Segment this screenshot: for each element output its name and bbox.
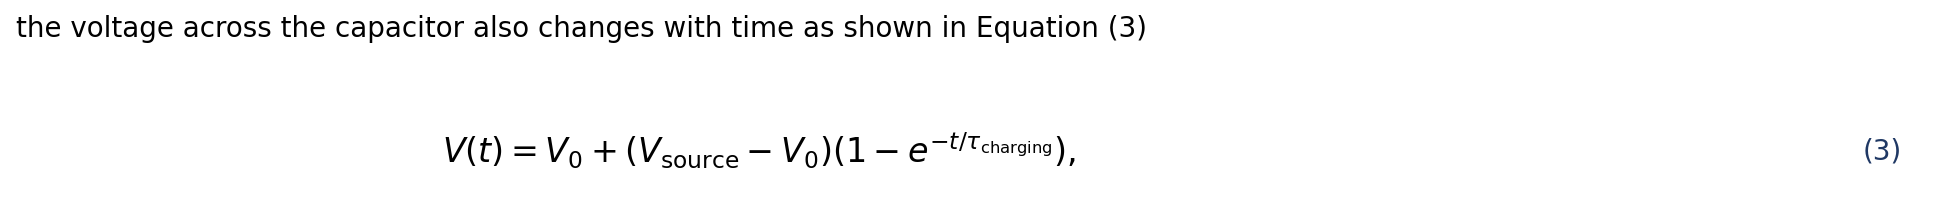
Text: (3): (3): [1863, 137, 1902, 165]
Text: $V(t) = V_0 + (V_{\mathrm{source}} - V_0)(1 - e^{-t/\tau_{\mathrm{charging}}}),\: $V(t) = V_0 + (V_{\mathrm{source}} - V_0…: [442, 131, 1076, 171]
Text: the voltage across the capacitor also changes with time as shown in Equation (3): the voltage across the capacitor also ch…: [16, 15, 1146, 43]
